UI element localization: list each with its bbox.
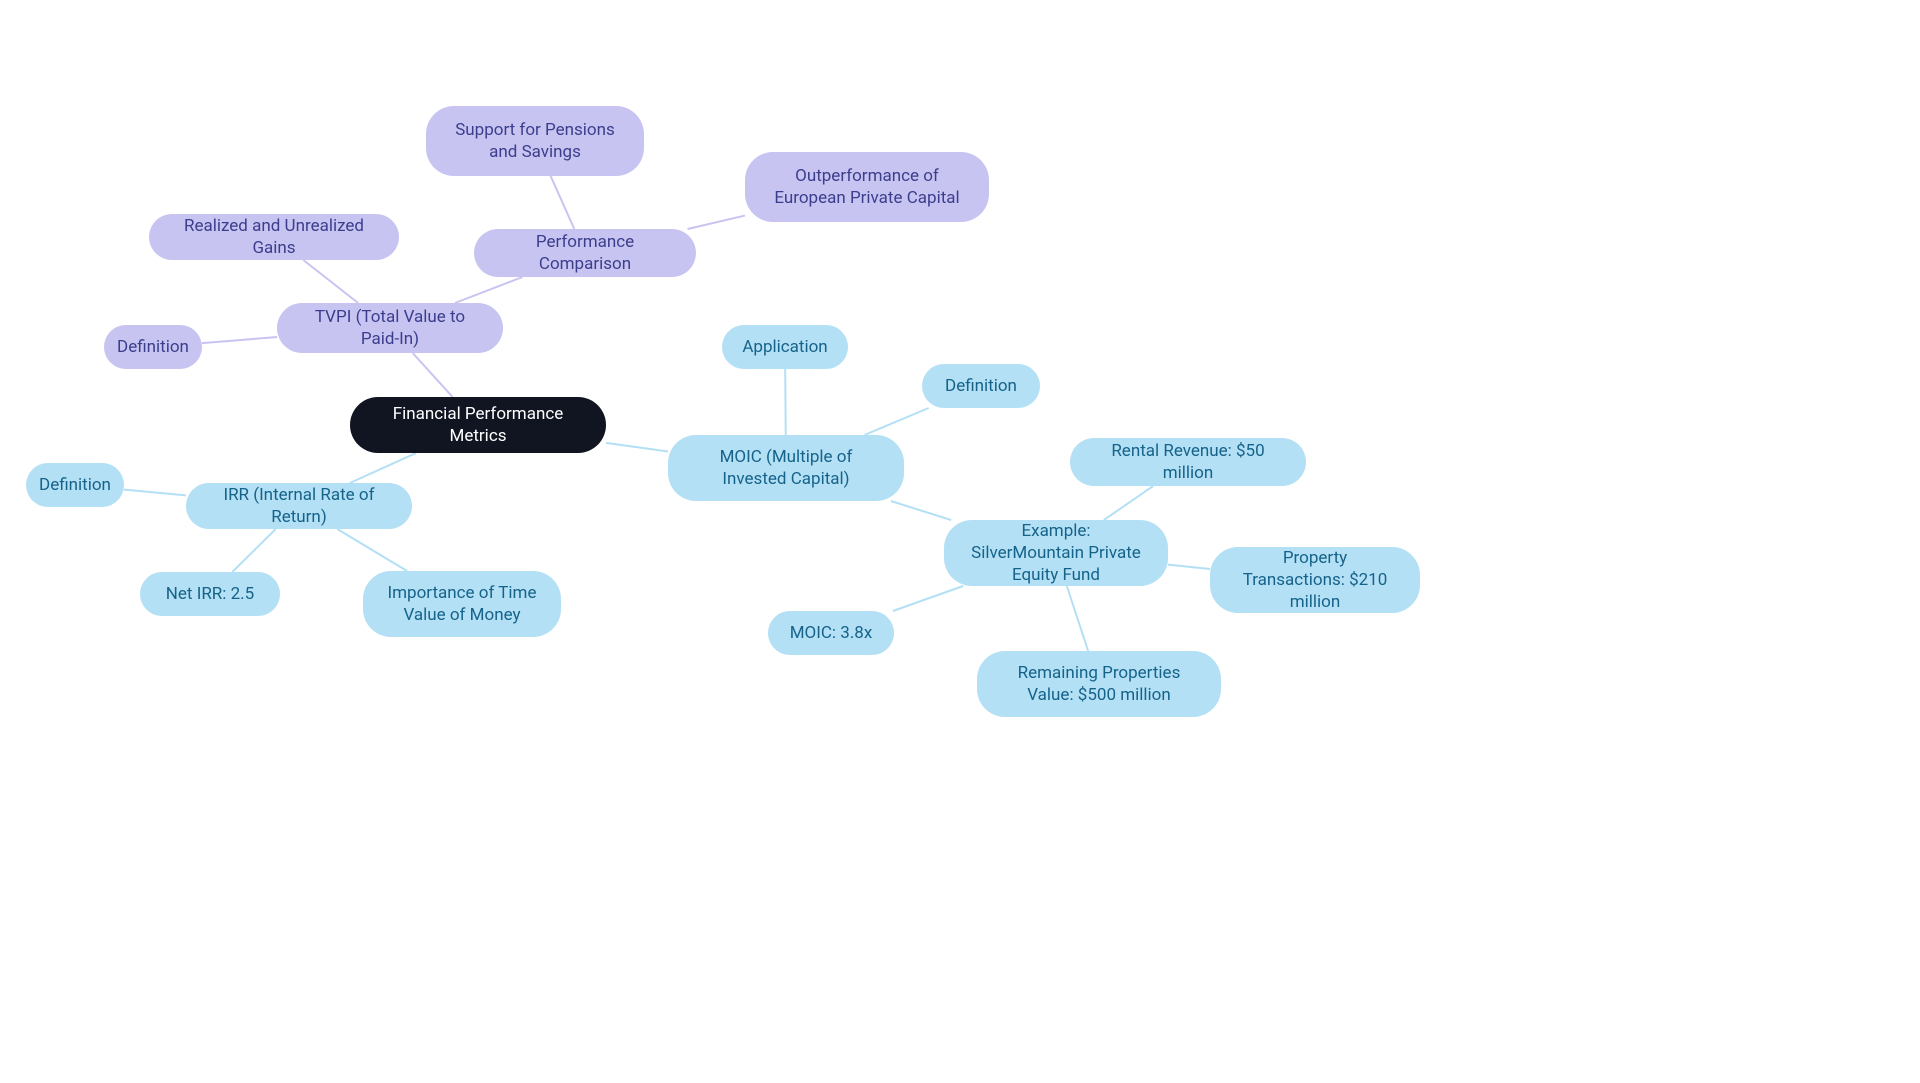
edge-tvpi-tvpi_gains bbox=[303, 260, 358, 303]
node-tvpi_sup[interactable]: Support for Pensions and Savings bbox=[426, 106, 644, 176]
node-irr[interactable]: IRR (Internal Rate of Return) bbox=[186, 483, 412, 529]
node-tvpi_perf[interactable]: Performance Comparison bbox=[474, 229, 696, 277]
node-tvpi_out-label: Outperformance of European Private Capit… bbox=[765, 165, 969, 209]
node-tvpi_gains[interactable]: Realized and Unrealized Gains bbox=[149, 214, 399, 260]
edge-irr-irr_def bbox=[124, 490, 186, 496]
node-tvpi_sup-label: Support for Pensions and Savings bbox=[446, 119, 624, 163]
node-moic_ex[interactable]: Example: SilverMountain Private Equity F… bbox=[944, 520, 1168, 586]
root-node-label: Financial Performance Metrics bbox=[370, 403, 586, 447]
node-irr_net[interactable]: Net IRR: 2.5 bbox=[140, 572, 280, 616]
node-irr_def[interactable]: Definition bbox=[26, 463, 124, 507]
node-tvpi_def-label: Definition bbox=[117, 336, 189, 358]
edge-moic-moic_def bbox=[864, 408, 928, 435]
edge-tvpi_perf-tvpi_out bbox=[688, 216, 745, 229]
edge-tvpi-tvpi_def bbox=[202, 337, 277, 343]
node-tvpi_def[interactable]: Definition bbox=[104, 325, 202, 369]
edge-moic_ex-moic_remain bbox=[1067, 586, 1088, 651]
edge-moic-moic_ex bbox=[891, 501, 951, 520]
node-irr_def-label: Definition bbox=[39, 474, 111, 496]
node-irr_tvm-label: Importance of Time Value of Money bbox=[383, 582, 541, 626]
node-irr_net-label: Net IRR: 2.5 bbox=[166, 583, 254, 605]
node-moic-label: MOIC (Multiple of Invested Capital) bbox=[688, 446, 884, 490]
edge-root-irr bbox=[350, 453, 416, 483]
node-tvpi_gains-label: Realized and Unrealized Gains bbox=[169, 215, 379, 259]
node-tvpi_out[interactable]: Outperformance of European Private Capit… bbox=[745, 152, 989, 222]
node-moic_trans-label: Property Transactions: $210 million bbox=[1230, 547, 1400, 613]
node-moic_app[interactable]: Application bbox=[722, 325, 848, 369]
edge-moic_ex-moic_moic bbox=[893, 586, 963, 611]
node-tvpi-label: TVPI (Total Value to Paid-In) bbox=[297, 306, 483, 350]
node-tvpi[interactable]: TVPI (Total Value to Paid-In) bbox=[277, 303, 503, 353]
node-moic_moic[interactable]: MOIC: 3.8x bbox=[768, 611, 894, 655]
node-moic_def-label: Definition bbox=[945, 375, 1017, 397]
node-tvpi_perf-label: Performance Comparison bbox=[494, 231, 676, 275]
edge-moic-moic_app bbox=[785, 369, 786, 435]
node-moic_rev-label: Rental Revenue: $50 million bbox=[1090, 440, 1286, 484]
node-irr-label: IRR (Internal Rate of Return) bbox=[206, 484, 392, 528]
node-moic_remain[interactable]: Remaining Properties Value: $500 million bbox=[977, 651, 1221, 717]
edge-moic_ex-moic_rev bbox=[1104, 486, 1153, 520]
edge-root-tvpi bbox=[413, 353, 453, 397]
node-moic[interactable]: MOIC (Multiple of Invested Capital) bbox=[668, 435, 904, 501]
edge-tvpi_perf-tvpi_sup bbox=[551, 176, 575, 229]
node-moic_remain-label: Remaining Properties Value: $500 million bbox=[997, 662, 1201, 706]
node-moic_ex-label: Example: SilverMountain Private Equity F… bbox=[964, 520, 1148, 586]
node-moic_app-label: Application bbox=[742, 336, 827, 358]
edge-irr-irr_net bbox=[232, 529, 275, 572]
node-moic_def[interactable]: Definition bbox=[922, 364, 1040, 408]
node-irr_tvm[interactable]: Importance of Time Value of Money bbox=[363, 571, 561, 637]
edge-root-moic bbox=[606, 443, 668, 452]
node-moic_rev[interactable]: Rental Revenue: $50 million bbox=[1070, 438, 1306, 486]
edge-irr-irr_tvm bbox=[337, 529, 407, 571]
edge-moic_ex-moic_trans bbox=[1168, 565, 1210, 569]
root-node[interactable]: Financial Performance Metrics bbox=[350, 397, 606, 453]
node-moic_trans[interactable]: Property Transactions: $210 million bbox=[1210, 547, 1420, 613]
edge-tvpi-tvpi_perf bbox=[455, 277, 523, 303]
node-moic_moic-label: MOIC: 3.8x bbox=[790, 622, 873, 644]
